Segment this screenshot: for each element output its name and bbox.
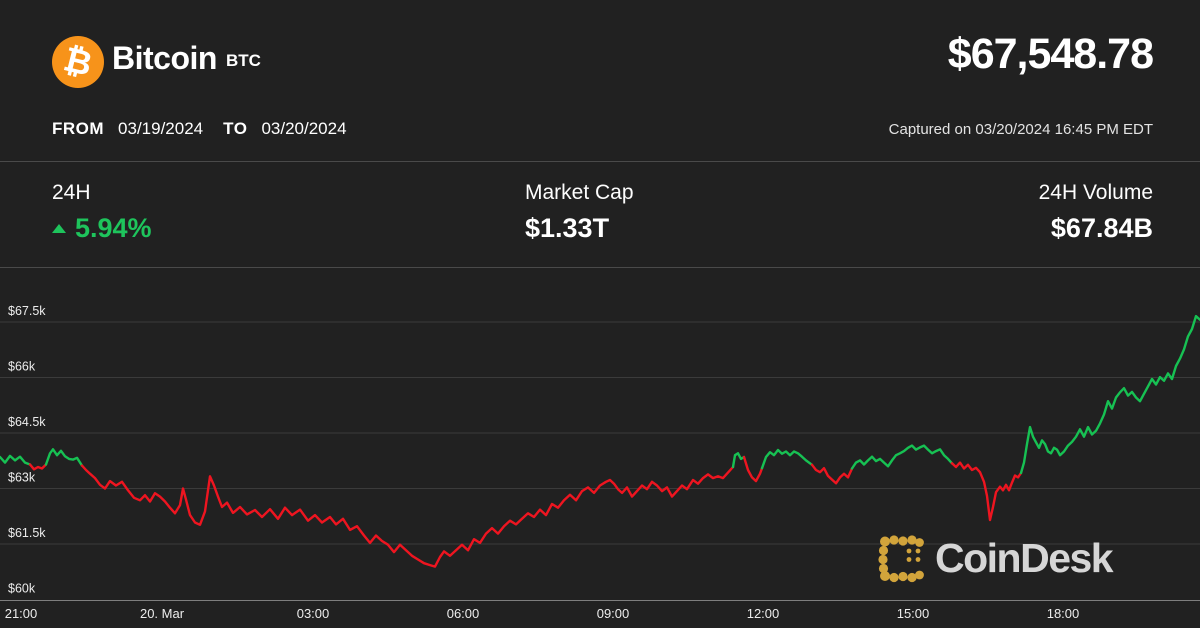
date-range: FROM 03/19/2024 TO 03/20/2024	[52, 119, 367, 139]
x-axis-label: 21:00	[4, 606, 38, 621]
y-axis-label: $66k	[8, 360, 36, 374]
coindesk-wordmark: CoinDesk	[935, 535, 1114, 581]
from-date: 03/19/2024	[118, 119, 204, 138]
current-price: $67,548.78	[947, 30, 1154, 78]
coindesk-mark-icon	[878, 535, 924, 583]
y-axis-label: $61.5k	[8, 526, 46, 540]
price-chart: $67.5k $66k $64.5k $63k $61.5k $60k	[0, 267, 1200, 600]
change-percent: 5.94%	[75, 213, 152, 243]
stats-strip: 24H 5.94% Market Cap $1.33T 24H Volume $…	[0, 161, 1200, 268]
price-line-segment-green	[1019, 314, 1200, 475]
price-chart-svg: $67.5k $66k $64.5k $63k $61.5k $60k	[0, 304, 1200, 596]
x-axis-label: 06:00	[446, 606, 480, 621]
price-line-segment-red	[28, 463, 48, 471]
change-label: 24H	[52, 181, 91, 204]
volume-value: $67.84B	[1050, 213, 1153, 243]
change-value: 5.94%	[52, 213, 152, 244]
to-label: TO	[223, 119, 248, 138]
coin-name: Bitcoin	[112, 40, 217, 76]
price-line-segment-red	[742, 455, 764, 483]
time-axis: 21:00 20. Mar 03:00 06:00 09:00 12:00 15:00 18:…	[0, 600, 1200, 628]
x-axis-label: 20. Mar	[139, 606, 185, 621]
x-axis-label: 12:00	[746, 606, 780, 621]
price-line-segment-red	[80, 464, 735, 568]
price-line-segment-green	[44, 448, 84, 467]
price-line-segment-green	[0, 454, 32, 466]
price-line-segment-green	[760, 448, 814, 470]
x-axis-label: 09:00	[596, 606, 630, 621]
from-label: FROM	[52, 119, 105, 138]
volume-label: 24H Volume	[1038, 181, 1153, 204]
to-date: 03/20/2024	[261, 119, 347, 138]
y-axis-label: $67.5k	[8, 304, 46, 318]
y-axis-label: $64.5k	[8, 415, 46, 429]
y-axis-label: $60k	[8, 582, 36, 596]
bitcoin-b-glyph: ₿	[59, 39, 97, 85]
x-axis-label: 15:00	[896, 606, 930, 621]
market-cap-value: $1.33T	[525, 213, 610, 243]
bitcoin-logo-icon: ₿	[52, 36, 104, 88]
y-axis-label: $63k	[8, 471, 36, 485]
price-line-segment-red	[810, 463, 854, 485]
x-axis-label: 18:00	[1046, 606, 1080, 621]
price-line-segment-red	[950, 461, 1023, 522]
price-line-segment-green	[850, 444, 954, 470]
captured-timestamp: Captured on 03/20/2024 16:45 PM EDT	[888, 121, 1153, 138]
coin-symbol: BTC	[226, 51, 261, 70]
x-axis-label: 03:00	[296, 606, 330, 621]
market-cap-label: Market Cap	[525, 181, 634, 204]
price-line-segment-green	[731, 452, 746, 469]
coindesk-logo: CoinDesk	[878, 534, 1114, 583]
up-arrow-icon	[52, 224, 66, 233]
